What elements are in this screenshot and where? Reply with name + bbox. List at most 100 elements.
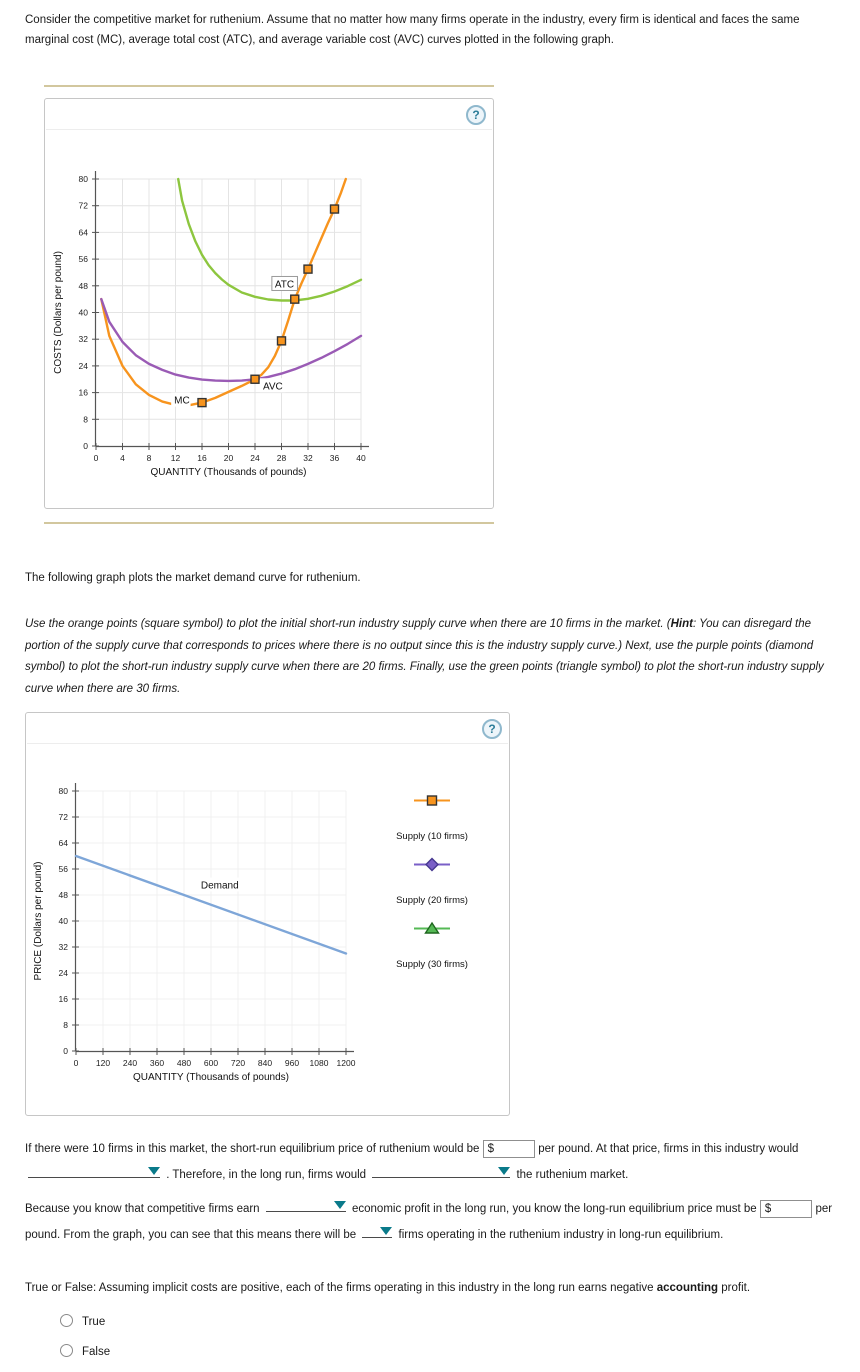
- svg-text:840: 840: [258, 1058, 272, 1068]
- false-label: False: [82, 1346, 111, 1358]
- svg-text:0: 0: [83, 441, 88, 451]
- svg-text:64: 64: [59, 838, 69, 848]
- svg-text:4: 4: [120, 453, 125, 463]
- q1-text-2: per pound. At that price, firms in this …: [538, 1143, 799, 1155]
- help-icon[interactable]: ?: [466, 105, 486, 125]
- demand-intro-text: The following graph plots the market dem…: [25, 572, 361, 584]
- svg-text:48: 48: [59, 890, 69, 900]
- panel-header-divider-2: [27, 743, 508, 744]
- cost-curves-panel: ? 0 4 8 12 16 20 24 28 32 36 40 0 8 16 24 32 40 48 56 64 72 8…: [44, 98, 494, 509]
- svg-text:16: 16: [59, 994, 69, 1004]
- demand-chart[interactable]: 0 120 240 360 480 600 720 840 960 1080 1200 0 8 16 24 3…: [26, 713, 509, 1115]
- svg-text:120: 120: [96, 1058, 110, 1068]
- question-1: If there were 10 firms in this market, t…: [25, 1136, 845, 1188]
- triangle-marker-icon: [414, 921, 450, 934]
- q1-text-4: the ruthenium market.: [516, 1169, 629, 1181]
- square-marker-icon: [414, 795, 450, 806]
- section-divider-bottom: [44, 522, 494, 524]
- svg-text:24: 24: [250, 453, 260, 463]
- svg-text:56: 56: [59, 864, 69, 874]
- supply-20-label: Supply (20 firms): [396, 895, 468, 906]
- false-option-row: False: [60, 1344, 110, 1358]
- svg-text:0: 0: [63, 1046, 68, 1056]
- svg-text:Demand: Demand: [201, 881, 239, 892]
- hint-label: Hint: [670, 618, 693, 630]
- svg-text:600: 600: [204, 1058, 218, 1068]
- dropdown-arrow-icon: [148, 1167, 160, 1175]
- svg-text:16: 16: [79, 388, 89, 398]
- dropdown-arrow-icon: [380, 1227, 393, 1235]
- svg-text:40: 40: [356, 453, 366, 463]
- demand-graph-panel: ? 0 120 240 360 480 600 720 840 960 1080 1200 0 8 16 2…: [25, 712, 510, 1116]
- tf-statement: True or False: Assuming implicit costs a…: [25, 1282, 657, 1294]
- tf-statement-end: profit.: [718, 1282, 751, 1294]
- dropdown-arrow-icon: [498, 1167, 511, 1175]
- svg-text:720: 720: [231, 1058, 245, 1068]
- svg-text:56: 56: [79, 254, 89, 264]
- svg-text:QUANTITY (Thousands of pounds): QUANTITY (Thousands of pounds): [133, 1072, 289, 1083]
- svg-text:960: 960: [285, 1058, 299, 1068]
- diamond-marker-icon: [414, 857, 450, 872]
- svg-text:ATC: ATC: [275, 279, 294, 290]
- svg-text:24: 24: [59, 968, 69, 978]
- svg-text:QUANTITY (Thousands of pounds): QUANTITY (Thousands of pounds): [151, 467, 307, 478]
- q2-profit-dropdown[interactable]: [265, 1196, 346, 1212]
- svg-text:360: 360: [150, 1058, 164, 1068]
- q2-text-2: economic profit in the long run, you kno…: [352, 1203, 757, 1215]
- svg-text:0: 0: [94, 453, 99, 463]
- q1-entry-exit-dropdown[interactable]: [372, 1162, 511, 1178]
- svg-text:48: 48: [79, 281, 89, 291]
- svg-text:COSTS (Dollars per pound): COSTS (Dollars per pound): [53, 251, 64, 374]
- q2-price-field[interactable]: $: [759, 1199, 813, 1218]
- q2-price-input[interactable]: [771, 1201, 810, 1216]
- svg-text:40: 40: [79, 308, 89, 318]
- svg-text:480: 480: [177, 1058, 191, 1068]
- svg-text:32: 32: [79, 334, 89, 344]
- section-divider-top: [44, 85, 494, 87]
- svg-text:AVC: AVC: [263, 381, 283, 392]
- false-radio-button[interactable]: [60, 1344, 73, 1357]
- tf-statement-bold: accounting: [656, 1282, 719, 1294]
- svg-text:1080: 1080: [310, 1058, 329, 1068]
- true-label: True: [82, 1316, 106, 1328]
- true-false-question: True or False: Assuming implicit costs a…: [25, 1278, 845, 1298]
- supply-10-tool[interactable]: Supply (10 firms): [384, 793, 480, 842]
- question-2: Because you know that competitive firms …: [25, 1196, 845, 1248]
- intro-paragraph: Consider the competitive market for ruth…: [25, 14, 800, 46]
- svg-text:16: 16: [197, 453, 207, 463]
- svg-text:20: 20: [224, 453, 234, 463]
- svg-text:36: 36: [330, 453, 340, 463]
- instructions-text-cont: : You can disregard the portion of the s…: [25, 618, 824, 695]
- q1-text-1: If there were 10 firms in this market, t…: [25, 1143, 480, 1155]
- svg-text:12: 12: [171, 453, 181, 463]
- cost-curves-chart[interactable]: 0 4 8 12 16 20 24 28 32 36 4008162432404856647280Q…: [45, 99, 493, 504]
- help-icon-2[interactable]: ?: [482, 719, 502, 739]
- svg-text:72: 72: [59, 812, 69, 822]
- svg-text:PRICE (Dollars per pound): PRICE (Dollars per pound): [33, 862, 44, 981]
- q2-firm-count-dropdown[interactable]: [362, 1222, 393, 1238]
- svg-text:MC: MC: [174, 396, 190, 407]
- true-radio-button[interactable]: [60, 1314, 73, 1327]
- q2-text-4: firms operating in the ruthenium industr…: [398, 1229, 724, 1241]
- supply-20-tool[interactable]: Supply (20 firms): [384, 857, 480, 906]
- supply-tools-legend: Supply (10 firms) Supply (20 firms) Supp…: [384, 793, 480, 985]
- svg-text:8: 8: [147, 453, 152, 463]
- svg-text:80: 80: [59, 786, 69, 796]
- q1-firms-outcome-dropdown[interactable]: [28, 1162, 160, 1178]
- dropdown-arrow-icon: [333, 1201, 346, 1209]
- svg-text:240: 240: [123, 1058, 137, 1068]
- dollar-sign: $: [764, 1202, 772, 1215]
- supply-30-tool[interactable]: Supply (30 firms): [384, 921, 480, 970]
- svg-text:1200: 1200: [337, 1058, 356, 1068]
- svg-text:8: 8: [63, 1020, 68, 1030]
- svg-text:40: 40: [59, 916, 69, 926]
- svg-text:28: 28: [277, 453, 287, 463]
- instructions-text: Use the orange points (square symbol) to…: [25, 618, 671, 630]
- svg-text:32: 32: [59, 942, 69, 952]
- q1-price-field[interactable]: $: [482, 1139, 536, 1158]
- dollar-sign: $: [487, 1142, 495, 1155]
- q1-price-input[interactable]: [494, 1141, 533, 1156]
- svg-text:32: 32: [303, 453, 313, 463]
- svg-text:80: 80: [79, 174, 89, 184]
- q2-text-3: per pound. From the graph, you can see t…: [25, 1203, 833, 1241]
